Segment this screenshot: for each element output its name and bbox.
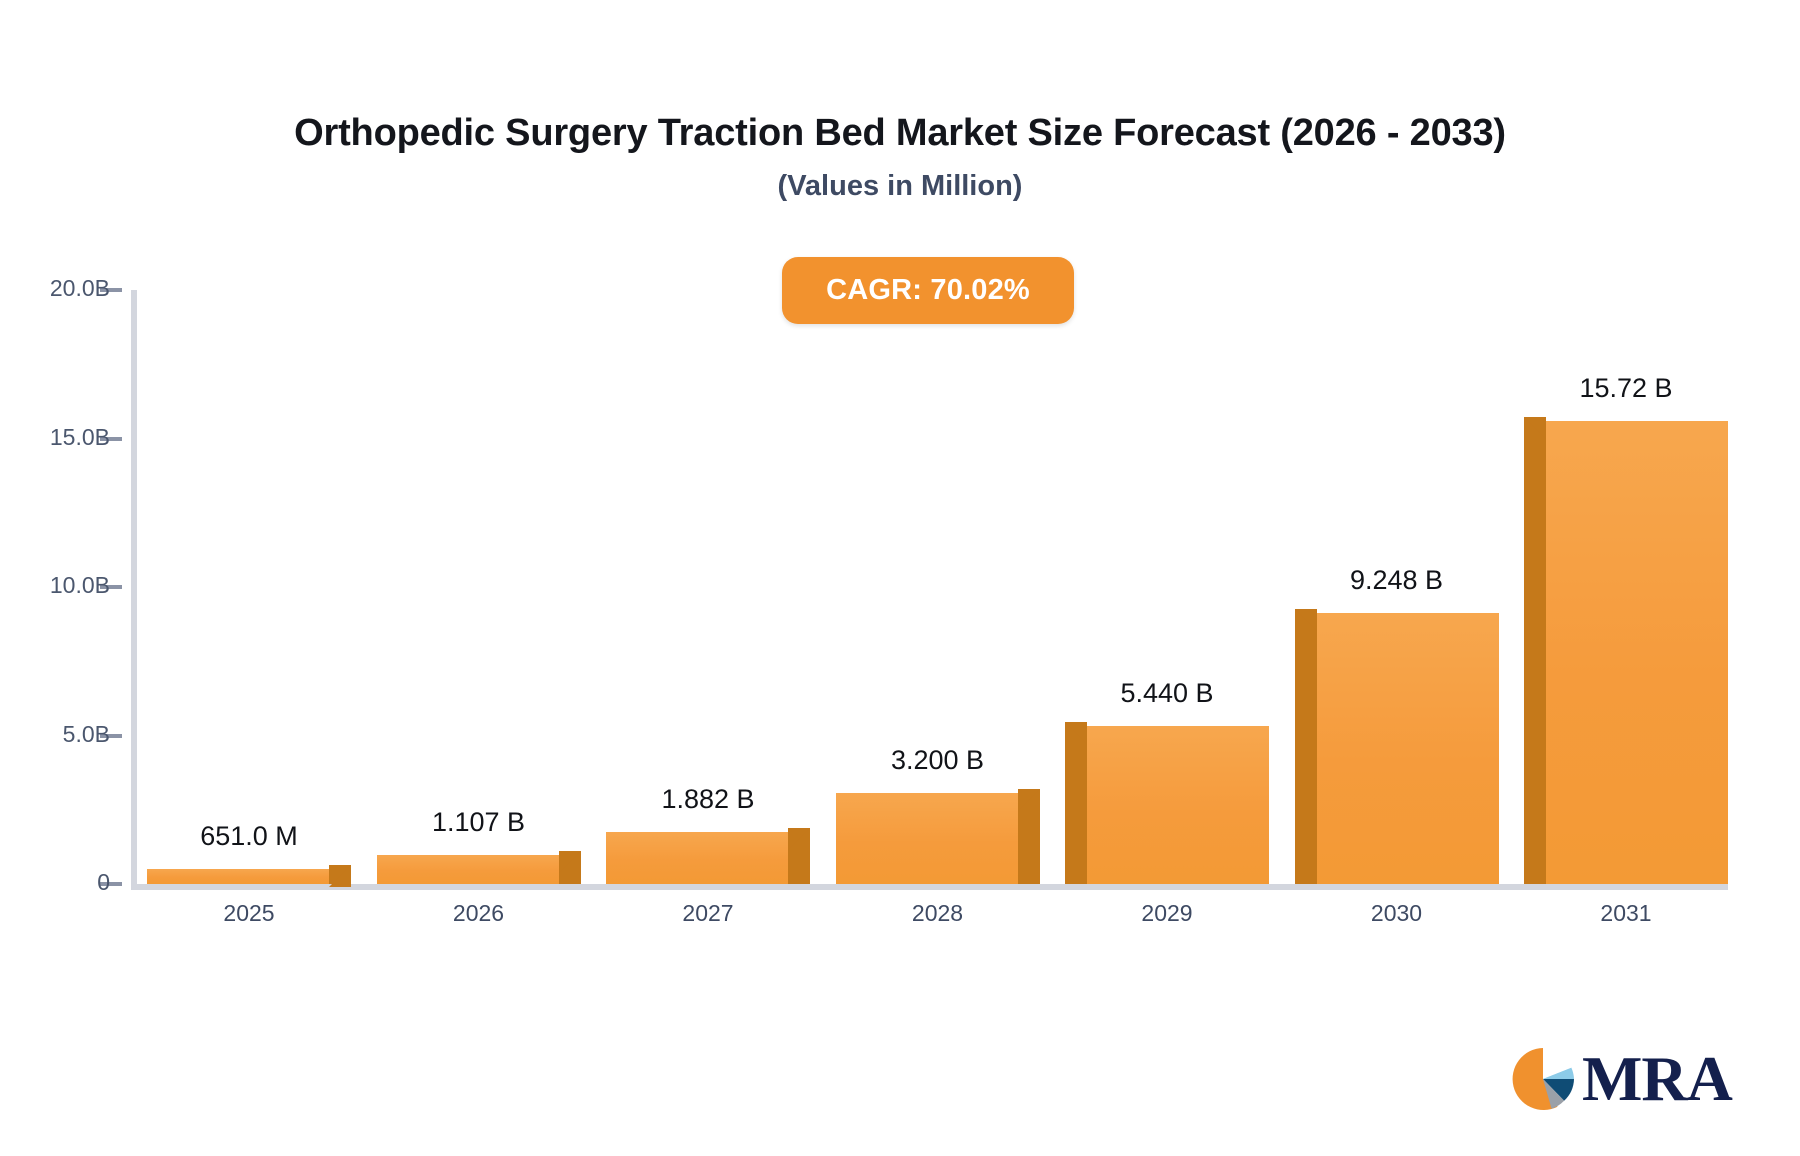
bar-bevel [1017,788,1040,811]
bar-side-face [1524,417,1546,884]
y-tick-label: 10.0B [49,572,110,598]
bar-side-face [1065,722,1087,884]
bar-bevel [558,851,581,874]
bar-2031[interactable] [1524,417,1728,884]
x-tick-label-2030: 2030 [1370,900,1423,926]
y-tick-mark [100,882,122,886]
y-tick-label: 20.0B [49,275,110,301]
y-tick-mark [100,436,122,441]
bar-value-label: 1.107 B [431,807,526,838]
bar-2026[interactable] [376,851,581,884]
y-tick-mark [100,585,122,589]
y-tick-label: 5.0B [62,720,110,747]
x-tick-label-2028: 2028 [911,900,964,926]
brand-logo: MRA [1510,1043,1733,1114]
y-tick-mark [100,733,122,738]
x-tick-label-2027: 2027 [682,900,734,926]
bar-bevel [1294,609,1317,632]
y-axis-line [131,290,137,890]
bar-2029[interactable] [1065,722,1269,884]
y-tick-label: 15.0B [49,423,110,450]
pie-chart-icon [1510,1046,1576,1112]
bar-bevel [1065,722,1087,745]
bar-bevel [1524,417,1546,440]
x-tick-label-2031: 2031 [1600,900,1652,926]
bar-value-label: 3.200 B [890,744,985,775]
bar-front-face [1087,726,1269,884]
bar-value-label: 9.248 B [1349,565,1444,596]
bar-value-label: 651.0 M [200,820,298,851]
bar-front-face [147,868,329,884]
bar-front-face [606,832,788,884]
bar-front-face [1546,421,1728,884]
bar-bevel [788,828,810,851]
y-tick-mark [100,288,122,292]
bar-side-face [1017,788,1040,884]
bar-front-face [1316,613,1499,884]
bar-2025[interactable] [147,864,351,887]
x-axis-line [131,884,1728,890]
bar-side-face [1294,609,1317,884]
x-tick-label-2026: 2026 [452,900,505,926]
x-tick-label-2029: 2029 [1141,900,1193,926]
brand-name: MRA [1582,1043,1733,1114]
bar-2028[interactable] [835,788,1040,884]
bar-2027[interactable] [606,828,810,884]
bar-front-face [376,855,559,884]
bar-value-label: 15.72 B [1579,373,1673,404]
chart-title: Orthopedic Surgery Traction Bed Market S… [294,112,1506,154]
bar-bevel [329,864,351,887]
bar-value-label: 1.882 B [661,784,755,815]
bar-front-face [835,792,1018,884]
cagr-badge: CAGR: 70.02% [782,257,1074,324]
cagr-badge-label: CAGR: 70.02% [826,274,1030,306]
x-tick-label-2025: 2025 [223,900,275,926]
bar-2030[interactable] [1294,609,1499,884]
y-tick-label: 0 [97,869,110,895]
bar-value-label: 5.440 B [1120,678,1214,709]
chart-subtitle: (Values in Million) [777,170,1023,202]
